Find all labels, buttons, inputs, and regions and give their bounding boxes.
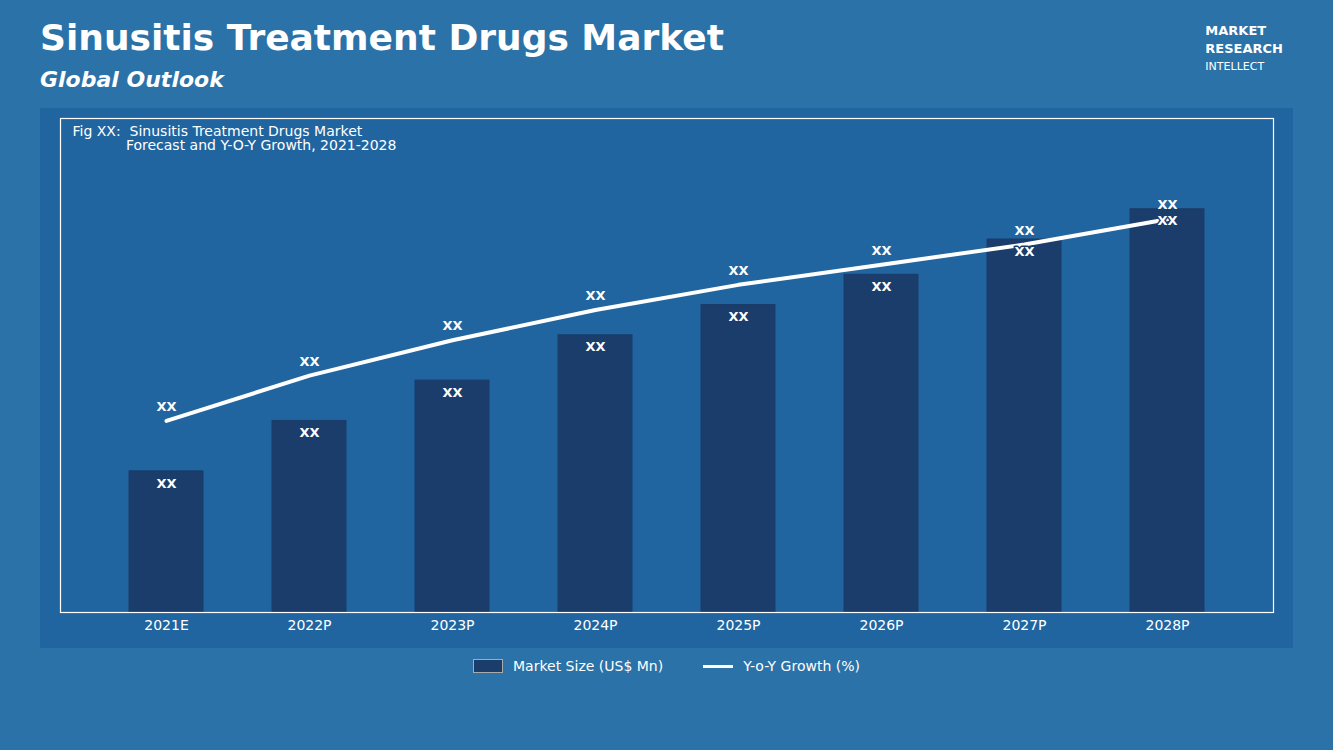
svg-text:XX: XX — [1014, 244, 1034, 259]
svg-text:XX: XX — [728, 309, 748, 324]
svg-text:XX: XX — [299, 354, 319, 369]
svg-text:Fig XX: Sinusitis Treatment D: Fig XX: Sinusitis Treatment Drugs Market… — [73, 123, 397, 153]
svg-text:2021E: 2021E — [144, 617, 188, 633]
html-text:Global Outlook: Global Outlook — [40, 67, 224, 92]
svg-text:XX: XX — [1157, 197, 1177, 212]
svg-text:XX: XX — [728, 263, 748, 278]
svg-text:2023P: 2023P — [430, 617, 474, 633]
svg-text:XX: XX — [1157, 213, 1177, 228]
svg-text:2024P: 2024P — [573, 617, 617, 633]
svg-text:XX: XX — [871, 279, 891, 294]
svg-text:2028P: 2028P — [1145, 617, 1189, 633]
svg-text:XX: XX — [442, 385, 462, 400]
svg-text:XX: XX — [585, 288, 605, 303]
svg-text:XX: XX — [871, 243, 891, 258]
svg-text:XX: XX — [1014, 223, 1034, 238]
html-text:Sinusitis Treatment Drugs Mark: Sinusitis Treatment Drugs Market — [40, 17, 724, 58]
svg-text:2027P: 2027P — [1002, 617, 1046, 633]
svg-text:XX: XX — [156, 399, 176, 414]
svg-text:XX: XX — [299, 425, 319, 440]
svg-text:2022P: 2022P — [287, 617, 331, 633]
svg-text:2025P: 2025P — [716, 617, 760, 633]
html-text:INTELLECT: INTELLECT — [1205, 60, 1265, 73]
html-text:Y-o-Y Growth (%): Y-o-Y Growth (%) — [743, 658, 860, 674]
svg-text:XX: XX — [156, 476, 176, 491]
svg-text:XX: XX — [585, 339, 605, 354]
html-text:RESEARCH: RESEARCH — [1205, 41, 1283, 56]
html-text:Market Size (US$ Mn): Market Size (US$ Mn) — [513, 658, 664, 674]
svg-text:XX: XX — [442, 318, 462, 333]
html-text:MARKET: MARKET — [1205, 23, 1267, 38]
svg-text:2026P: 2026P — [859, 617, 903, 633]
